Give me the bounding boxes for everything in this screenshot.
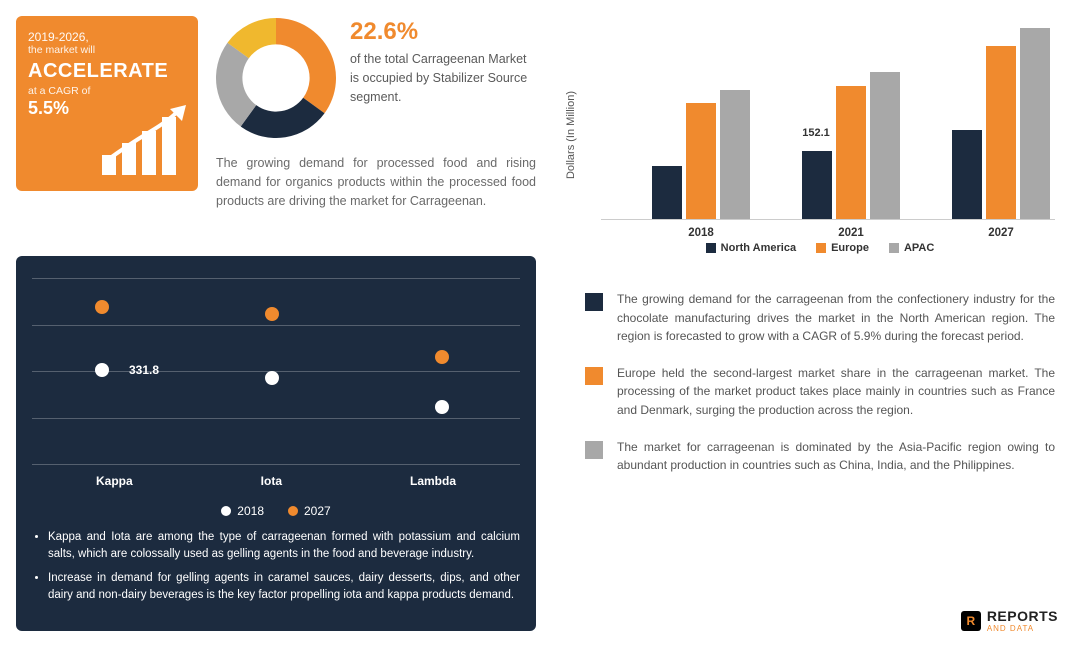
donut-chart xyxy=(216,18,336,138)
logo-line2: AND DATA xyxy=(987,624,1058,633)
logo-mark-icon: R xyxy=(961,611,981,631)
bar xyxy=(986,46,1016,219)
info-blocks: The growing demand for the carrageenan f… xyxy=(585,290,1055,493)
bar-plot-area: 201820212027152.1 xyxy=(601,20,1055,220)
legend-swatch-icon xyxy=(706,243,716,253)
scatter-legend: 2018 2027 xyxy=(32,504,520,519)
accel-line2: at a CAGR of xyxy=(28,85,186,99)
intro-paragraph: The growing demand for processed food an… xyxy=(216,154,536,210)
bar xyxy=(686,103,716,219)
bar xyxy=(870,72,900,219)
gridline xyxy=(32,464,520,465)
scatter-legend-item: 2018 xyxy=(221,504,264,518)
bar-x-label: 2027 xyxy=(941,227,1061,239)
legend-swatch-icon xyxy=(221,506,231,516)
scatter-legend-item: 2027 xyxy=(288,504,331,518)
bar xyxy=(952,130,982,219)
info-row: The market for carrageenan is dominated … xyxy=(585,438,1055,475)
bullet-item: Increase in demand for gelling agents in… xyxy=(48,570,520,605)
bar-group xyxy=(791,72,911,219)
scatter-dot xyxy=(95,300,109,314)
bar-chart: Dollars (In Million) 201820212027152.1 N… xyxy=(585,20,1055,250)
bullet-item: Kappa and Iota are among the type of car… xyxy=(48,529,520,564)
bar-x-label: 2018 xyxy=(641,227,761,239)
growth-arrow-icon xyxy=(98,103,188,181)
legend-label: North America xyxy=(721,242,796,254)
bar-legend: North America Europe APAC xyxy=(585,242,1055,256)
legend-label: 2018 xyxy=(237,504,264,518)
scatter-dot xyxy=(435,400,449,414)
scatter-x-label: Iota xyxy=(261,474,282,488)
bar xyxy=(836,86,866,219)
accel-headline: ACCELERATE xyxy=(28,60,186,83)
legend-swatch-icon xyxy=(889,243,899,253)
legend-label: Europe xyxy=(831,242,869,254)
bar xyxy=(802,151,832,219)
gridline xyxy=(32,278,520,279)
bar-group xyxy=(641,90,761,219)
scatter-x-label: Kappa xyxy=(96,474,133,488)
bar-value-label: 152.1 xyxy=(802,127,830,139)
donut-section: 22.6% of the total Carrageenan Market is… xyxy=(216,18,536,138)
legend-swatch-icon xyxy=(288,506,298,516)
scatter-dot xyxy=(265,371,279,385)
accel-years: 2019-2026, xyxy=(28,30,186,44)
info-row: Europe held the second-largest market sh… xyxy=(585,364,1055,420)
logo-line1: REPORTS xyxy=(987,608,1058,624)
info-swatch-icon xyxy=(585,367,603,385)
legend-label: APAC xyxy=(904,242,934,254)
accelerate-card: 2019-2026, the market will ACCELERATE at… xyxy=(16,16,198,191)
bar-group xyxy=(941,28,1061,219)
scatter-dot xyxy=(265,307,279,321)
donut-stat: 22.6% xyxy=(350,18,536,46)
info-swatch-icon xyxy=(585,441,603,459)
scatter-x-label: Lambda xyxy=(410,474,456,488)
info-text: The growing demand for the carrageenan f… xyxy=(617,290,1055,346)
scatter-bullets: Kappa and Iota are among the type of car… xyxy=(32,529,520,604)
bar-legend-item: Europe xyxy=(816,242,869,254)
legend-swatch-icon xyxy=(816,243,826,253)
gridline xyxy=(32,418,520,419)
bar xyxy=(1020,28,1050,219)
scatter-x-labels: Kappa Iota Lambda xyxy=(32,474,520,488)
legend-label: 2027 xyxy=(304,504,331,518)
bar-ylabel: Dollars (In Million) xyxy=(565,91,577,179)
info-row: The growing demand for the carrageenan f… xyxy=(585,290,1055,346)
bar xyxy=(652,166,682,219)
scatter-panel: 331.8 Kappa Iota Lambda 2018 2027 Kappa and … xyxy=(16,256,536,631)
gridline xyxy=(32,325,520,326)
info-text: The market for carrageenan is dominated … xyxy=(617,438,1055,475)
bar-x-label: 2021 xyxy=(791,227,911,239)
donut-desc: of the total Carrageenan Market is occup… xyxy=(350,50,536,106)
bar-legend-item: North America xyxy=(706,242,796,254)
scatter-dot xyxy=(95,363,109,377)
info-text: Europe held the second-largest market sh… xyxy=(617,364,1055,420)
bar-legend-item: APAC xyxy=(889,242,934,254)
donut-slice xyxy=(276,18,336,113)
brand-logo: R REPORTS AND DATA xyxy=(961,608,1058,633)
scatter-plot: 331.8 Kappa Iota Lambda xyxy=(32,268,520,498)
scatter-value-label: 331.8 xyxy=(129,363,159,377)
info-swatch-icon xyxy=(585,293,603,311)
accel-line1: the market will xyxy=(28,44,186,58)
scatter-dot xyxy=(435,350,449,364)
bar xyxy=(720,90,750,219)
